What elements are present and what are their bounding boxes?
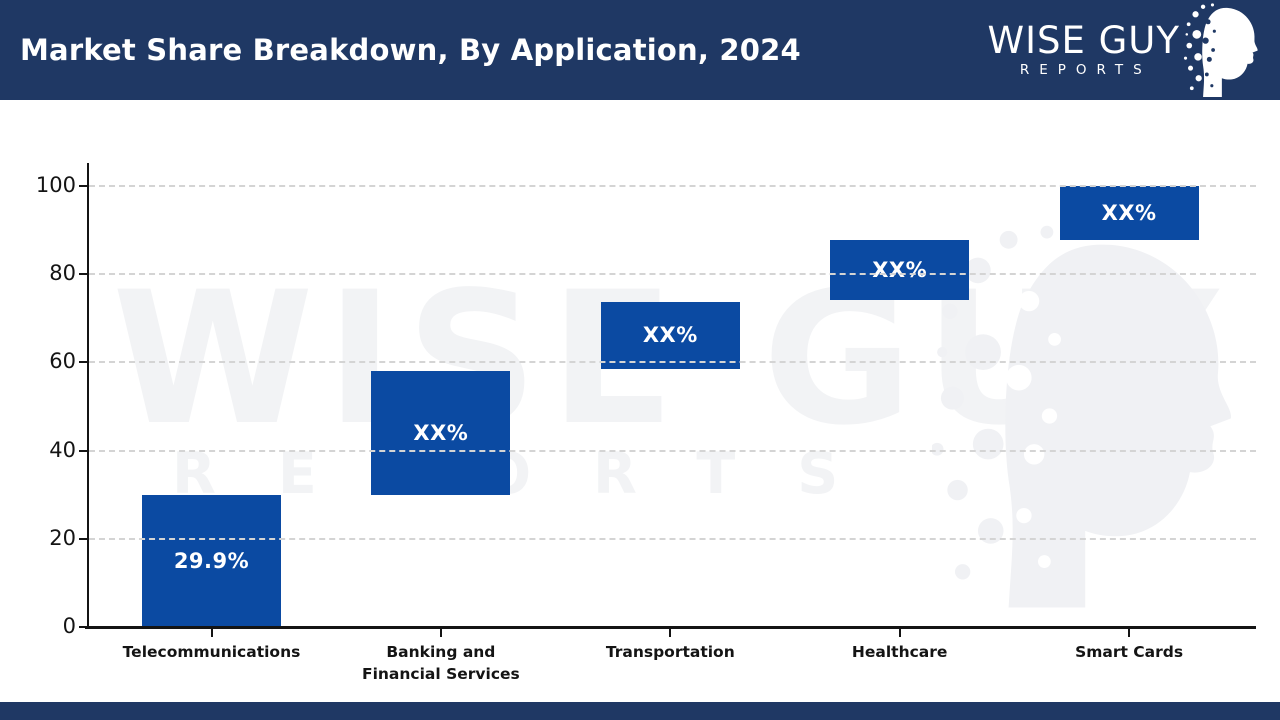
y-tick-80 xyxy=(79,273,88,276)
bar-value-label: XX% xyxy=(642,323,698,348)
y-tick-label-40: 40 xyxy=(49,437,76,462)
x-axis-label-3: Transportation xyxy=(605,643,735,661)
y-tick-label-60: 60 xyxy=(49,349,76,374)
gridline-40 xyxy=(89,449,1256,452)
bar-banking-and-financial-services: XX% xyxy=(371,371,511,496)
y-tick-0 xyxy=(79,626,88,628)
wise-guy-reports-logo: WISE GUY REPORTS xyxy=(988,0,1268,100)
bar-value-label: XX% xyxy=(872,258,928,282)
header-bar: Market Share Breakdown, By Application, … xyxy=(0,0,1280,100)
x-axis-label-5: Smart Cards xyxy=(1075,643,1184,661)
x-tick-3 xyxy=(669,629,672,637)
bar-smart-cards: XX% xyxy=(1059,186,1199,240)
bar-telecommunications: 29.9% xyxy=(142,495,281,627)
footer-bar xyxy=(0,702,1280,720)
dotted-head-icon xyxy=(1183,3,1258,97)
x-axis-label-1: Telecommunications xyxy=(122,643,301,661)
y-tick-100 xyxy=(79,185,88,187)
y-tick-60 xyxy=(79,361,88,364)
x-tick-2 xyxy=(439,629,442,637)
y-tick-20 xyxy=(79,537,88,540)
bar-healthcare: XX% xyxy=(830,239,970,301)
logo-text: WISE GUY REPORTS xyxy=(988,22,1180,78)
y-tick-40 xyxy=(79,449,88,452)
logo-wordmark: WISE GUY xyxy=(987,19,1180,62)
logo-subtitle: REPORTS xyxy=(1019,62,1152,78)
watermark-head-icon xyxy=(932,225,1232,608)
y-tick-label-80: 80 xyxy=(49,261,76,286)
x-tick-5 xyxy=(1128,629,1131,637)
y-tick-label-20: 20 xyxy=(49,525,76,550)
x-tick-1 xyxy=(210,629,213,637)
bar-value-label: XX% xyxy=(413,421,469,446)
gridline-20 xyxy=(89,537,1256,540)
y-tick-label-100: 100 xyxy=(35,173,76,197)
bar-value-label: XX% xyxy=(1101,200,1157,225)
x-axis-line xyxy=(85,626,1256,629)
x-axis-label-4: Healthcare xyxy=(851,643,948,661)
x-axis-label-2: Banking and Financial Services xyxy=(362,643,520,683)
bar-transportation: XX% xyxy=(600,301,740,370)
page-title: Market Share Breakdown, By Application, … xyxy=(20,33,801,67)
gridline-100 xyxy=(89,185,1256,187)
gridline-60 xyxy=(89,361,1256,364)
x-tick-4 xyxy=(898,629,901,637)
y-tick-label-0: 0 xyxy=(62,614,76,638)
watermark-subtitle: REPORTS xyxy=(172,441,901,507)
bar-value-label: 29.9% xyxy=(173,549,250,574)
y-axis-line xyxy=(87,163,89,629)
gridline-80 xyxy=(89,273,1256,276)
